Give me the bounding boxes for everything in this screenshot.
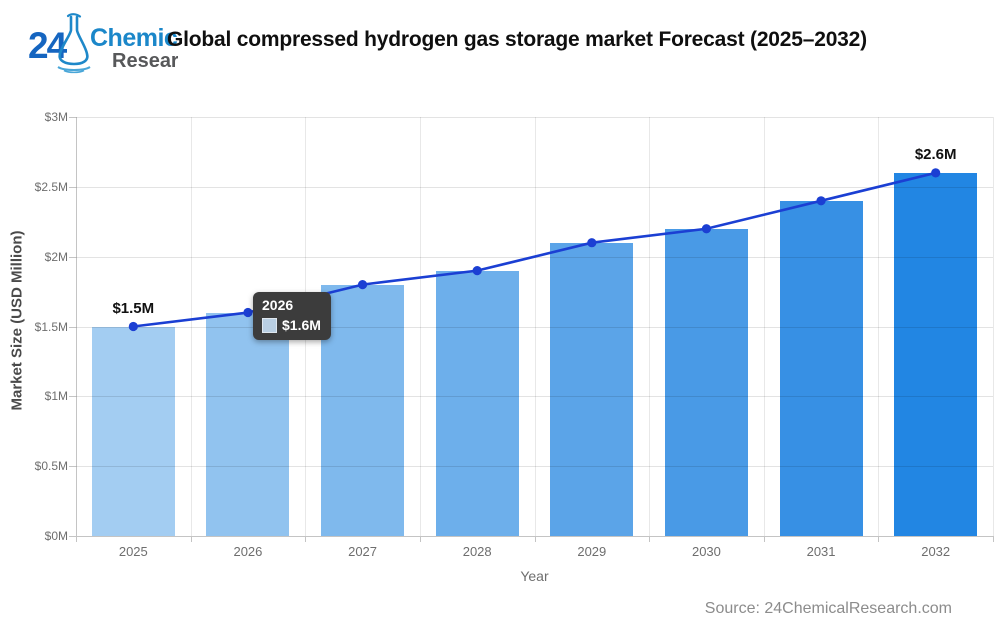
bar-2027[interactable] (321, 284, 405, 536)
gridline (419, 117, 421, 536)
y-tick (69, 117, 76, 118)
x-tick-label: 2028 (462, 544, 492, 559)
data-point-2032[interactable] (931, 168, 941, 178)
data-label: $1.5M (112, 299, 155, 317)
gridline (649, 117, 651, 536)
data-point-2025[interactable] (128, 321, 138, 332)
x-tick (763, 536, 765, 542)
y-tick-label: $3M (44, 110, 68, 124)
x-tick (305, 536, 307, 542)
data-point-2030[interactable] (701, 224, 712, 234)
y-tick-label: $0M (44, 529, 68, 543)
bar-2031[interactable] (779, 200, 863, 536)
y-tick-label: $2.5M (34, 179, 68, 194)
x-tick (419, 536, 421, 542)
source-credit: Source: 24ChemicalResearch.com (704, 600, 952, 617)
tooltip-year: 2026 (262, 297, 294, 313)
y-axis-line (76, 117, 77, 536)
y-tick-label: $1M (44, 389, 68, 404)
gridline (993, 117, 994, 536)
x-tick (190, 536, 192, 542)
data-point-2028[interactable] (472, 266, 482, 276)
gridline (190, 117, 192, 536)
tooltip-value: $1.6M (282, 317, 321, 333)
x-tick-label: 2031 (806, 544, 836, 559)
y-tick (69, 466, 76, 468)
y-tick (69, 326, 76, 328)
bar-2030[interactable] (664, 228, 748, 536)
gridline (76, 186, 993, 188)
gridline (76, 326, 993, 328)
data-point-2027[interactable] (357, 280, 368, 290)
bar-2029[interactable] (550, 242, 634, 536)
gridline (763, 117, 765, 536)
data-point-2031[interactable] (816, 196, 826, 206)
x-tick-label: 2026 (233, 544, 263, 559)
x-tick-label: 2027 (348, 544, 378, 559)
y-tick (69, 256, 76, 258)
data-point-2026[interactable] (243, 307, 253, 318)
x-tick-label: 2025 (118, 544, 148, 559)
y-tick-label: $1.5M (34, 319, 68, 334)
data-label: $2.6M (914, 145, 957, 163)
x-tick (534, 536, 536, 542)
bar-2026[interactable] (206, 312, 290, 536)
x-tick (878, 536, 880, 542)
bar-2025[interactable] (91, 326, 175, 536)
flask-ripples (57, 66, 91, 74)
bar-2032[interactable] (894, 172, 978, 536)
data-point-2029[interactable] (587, 238, 597, 248)
tooltip: 2026 $1.6M (253, 292, 331, 340)
y-tick-label: $2M (44, 249, 68, 264)
y-tick-label: $0.5M (34, 459, 68, 474)
y-tick (69, 536, 76, 537)
x-tick (993, 536, 994, 542)
gridline (76, 396, 993, 398)
x-tick (76, 536, 77, 542)
flask-icon (58, 13, 89, 66)
gridline (878, 117, 880, 536)
x-tick-label: 2032 (921, 544, 951, 559)
y-tick (69, 396, 76, 398)
x-axis-title: Year (520, 568, 549, 584)
gridline (534, 117, 536, 536)
x-tick-label: 2029 (577, 544, 607, 559)
gridline (76, 466, 993, 468)
page-title: Global compressed hydrogen gas storage m… (167, 28, 867, 51)
tooltip-series-swatch (262, 317, 277, 333)
gridline (76, 117, 993, 118)
x-tick-label: 2030 (691, 544, 721, 559)
y-tick (69, 186, 76, 188)
trend-line (128, 168, 941, 332)
x-tick (649, 536, 651, 542)
bar-2028[interactable] (435, 270, 519, 536)
